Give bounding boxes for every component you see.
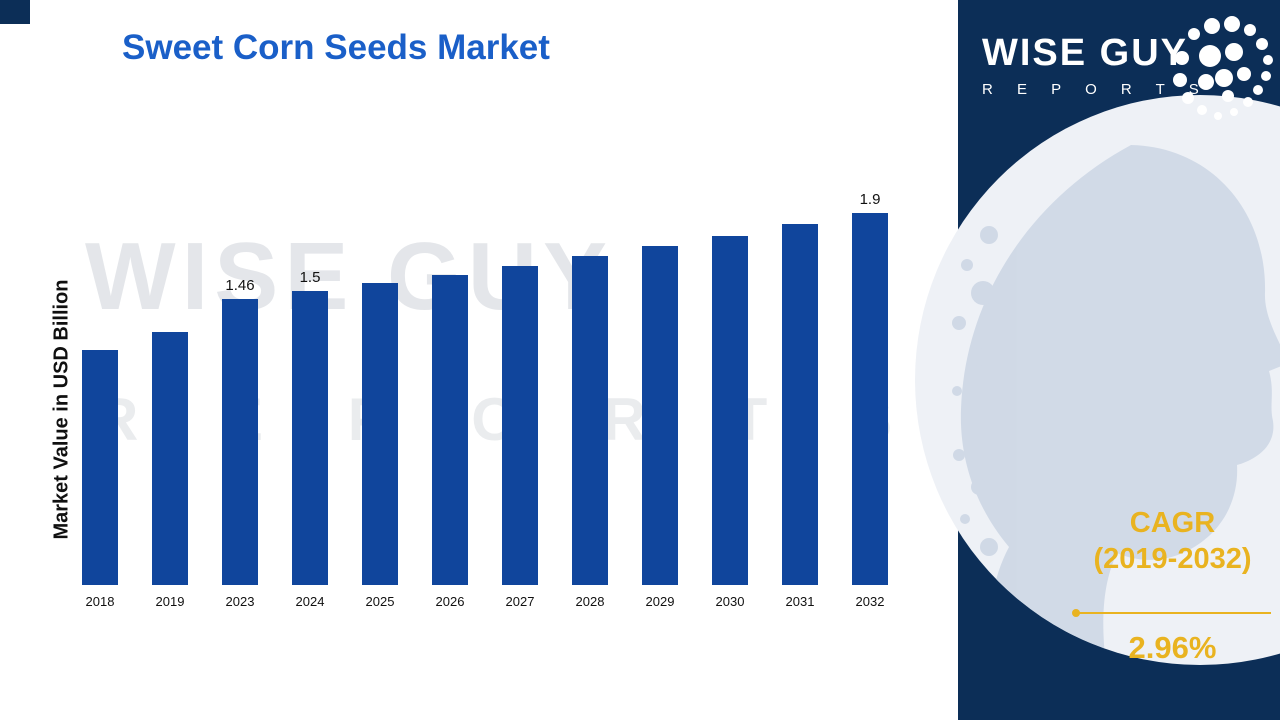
x-axis-tick-label: 2019 <box>155 594 185 609</box>
bar-chart: 2018 2019 1.46 2023 1.5 2024 2025 2026 2027 2028 2… <box>82 191 888 609</box>
bar <box>82 350 118 585</box>
cagr-divider-line <box>1072 609 1271 617</box>
head-graphic-circle <box>915 95 1280 665</box>
logo-reports: R E P O R T S <box>982 81 1209 98</box>
bar-value-label: 1.9 <box>859 191 881 208</box>
x-axis-tick-label: 2028 <box>575 594 605 609</box>
cagr-label: CAGR <box>1129 507 1216 539</box>
cagr-range: (2019-2032) <box>1093 543 1252 576</box>
cagr-block: CAGR (2019-2032) <box>1070 505 1275 578</box>
bar <box>852 213 888 585</box>
bar <box>432 275 468 585</box>
bar-group: 2025 <box>362 283 398 609</box>
bar-group: 2029 <box>642 246 678 609</box>
bar <box>572 256 608 585</box>
bar-value-label: 1.5 <box>299 269 321 286</box>
cagr-value: 2.96% <box>1128 630 1217 665</box>
logo: WISE GUY R E P O R T S <box>982 32 1209 98</box>
bar-group: 1.46 2023 <box>222 277 258 609</box>
logo-head-dots-icon <box>1173 16 1273 120</box>
page-title: Sweet Corn Seeds Market <box>122 28 550 67</box>
bar <box>712 236 748 585</box>
bar-group: 2028 <box>572 256 608 609</box>
x-axis-tick-label: 2024 <box>295 594 325 609</box>
bar <box>152 332 188 585</box>
bar-group: 2027 <box>502 266 538 609</box>
bar <box>292 291 328 585</box>
x-axis-tick-label: 2032 <box>855 594 885 609</box>
x-axis-tick-label: 2031 <box>785 594 815 609</box>
bar-group: 2019 <box>152 332 188 609</box>
x-axis-tick-label: 2026 <box>435 594 465 609</box>
x-axis-tick-label: 2029 <box>645 594 675 609</box>
x-axis-tick-label: 2030 <box>715 594 745 609</box>
y-axis-label: Market Value in USD Billion <box>50 279 73 540</box>
bar <box>782 224 818 585</box>
x-axis-tick-label: 2027 <box>505 594 535 609</box>
logo-name: WISE GUY <box>982 32 1189 74</box>
head-silhouette-icon <box>952 145 1280 665</box>
x-axis-tick-label: 2023 <box>225 594 255 609</box>
corner-decoration <box>0 0 30 24</box>
bar-value-label: 1.46 <box>225 277 255 294</box>
bar-group: 2026 <box>432 275 468 609</box>
x-axis-tick-label: 2018 <box>85 594 115 609</box>
bar <box>502 266 538 585</box>
x-axis-tick-label: 2025 <box>365 594 395 609</box>
bar-group: 1.9 2032 <box>852 191 888 609</box>
bar-group: 1.5 2024 <box>292 269 328 609</box>
bar-group: 2030 <box>712 236 748 609</box>
bar-group: 2031 <box>782 224 818 609</box>
bar <box>642 246 678 585</box>
bar-group: 2018 <box>82 350 118 609</box>
bar <box>222 299 258 585</box>
bar <box>362 283 398 585</box>
